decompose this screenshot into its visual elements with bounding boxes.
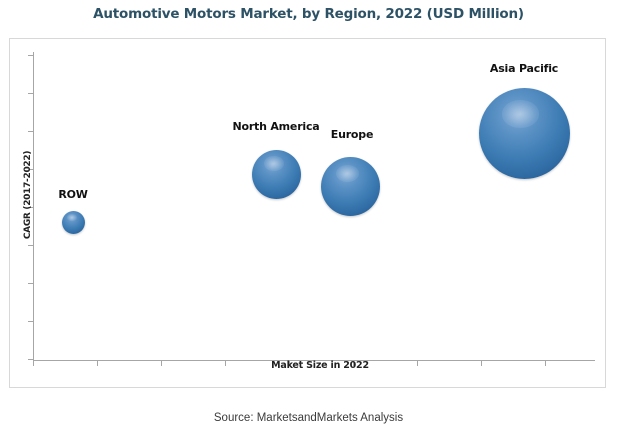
bubble-label-row: ROW [58,188,88,201]
x-axis-tick [161,361,162,366]
x-axis-line [33,360,595,361]
x-axis-tick [417,361,418,366]
x-axis-tick [33,361,34,366]
x-axis-tick [545,361,546,366]
x-axis-tick [289,361,290,366]
x-axis-title: Maket Size in 2022 [271,360,369,371]
x-axis-tick [225,361,226,366]
x-axis-tick [97,361,98,366]
bubble-asia-pacific[interactable] [478,87,570,179]
bubble-label-north-america: North America [232,120,320,133]
y-axis-tick [28,207,33,208]
y-axis-tick [28,321,33,322]
y-axis-tick [28,93,33,94]
bubble-north-america[interactable] [251,149,301,199]
chart-title: Automotive Motors Market, by Region, 202… [93,6,524,22]
source-note: Source: MarketsandMarkets Analysis [213,412,404,424]
y-axis-tick [28,169,33,170]
y-axis-line [33,52,34,361]
y-axis-tick [28,359,33,360]
x-axis-tick [353,361,354,366]
y-axis-tick [28,131,33,132]
y-axis-tick [28,55,33,56]
x-axis-tick [481,361,482,366]
bubble-label-europe: Europe [330,128,374,141]
bubble-row[interactable] [61,210,85,234]
bubble-europe[interactable] [320,156,380,216]
bubble-label-asia-pacific: Asia Pacific [489,62,559,75]
y-axis-tick [28,283,33,284]
y-axis-tick [28,245,33,246]
